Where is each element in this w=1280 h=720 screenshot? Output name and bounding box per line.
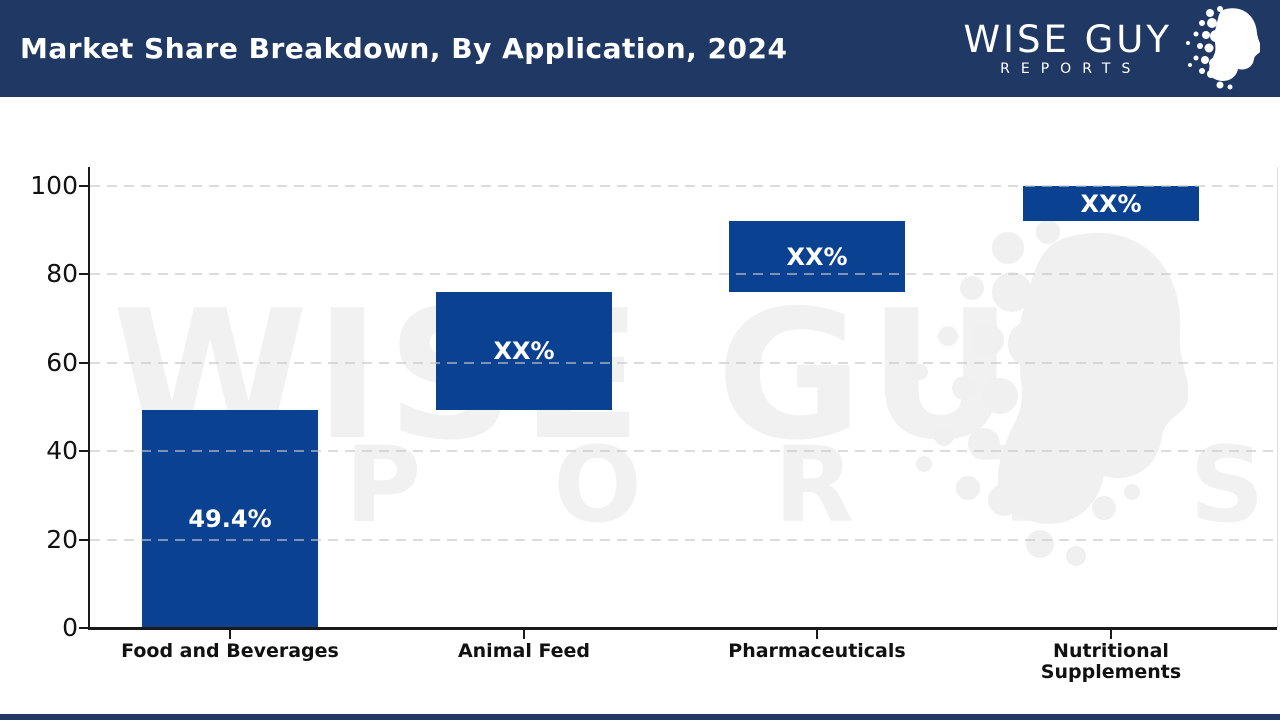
x-tick-food-and-beverages [229,630,231,639]
y-tick-label: 80 [46,259,78,289]
bar-value-label-animal-feed: XX% [493,336,555,365]
y-tick-label: 20 [46,524,78,554]
x-axis-label-food-and-beverages: Food and Beverages [121,640,339,662]
bar-animal-feed: XX% [436,292,612,410]
bar-value-label-food-and-beverages: 49.4% [188,504,272,533]
bar-value-label-nutritional-supplements: XX% [1080,189,1142,218]
gridline-80 [90,273,1277,276]
plot-right-border [1277,167,1278,628]
brand-logo: WISE GUY REPORTS [964,3,1262,95]
bar-value-label-pharmaceuticals: XX% [786,242,848,271]
bar-nutritional-supplements: XX% [1023,186,1199,222]
y-tick [79,538,88,541]
page-title: Market Share Breakdown, By Application, … [20,32,788,65]
x-axis [88,627,1277,630]
y-axis [88,167,90,628]
brand-logo-text: WISE GUY REPORTS [964,21,1172,76]
header: Market Share Breakdown, By Application, … [0,0,1280,97]
dotted-head-logo-icon [1174,3,1262,95]
watermark-head-icon [868,212,1189,586]
x-axis-label-animal-feed: Animal Feed [457,640,591,662]
y-tick-label: 100 [30,171,78,200]
x-axis-label-pharmaceuticals: Pharmaceuticals [728,640,906,662]
footer-bar [0,714,1280,720]
y-tick [79,273,88,276]
x-axis-label-nutritional-supplements: Nutritional Supplements [1040,640,1182,683]
gridline-20 [90,538,1277,541]
brand-name: WISE GUY [963,18,1172,61]
gridline-100 [90,185,1277,187]
gridline-60 [90,361,1277,364]
y-tick [79,185,88,187]
y-tick-label: 0 [62,613,78,642]
y-tick-label: 60 [46,347,78,377]
y-tick [79,361,88,364]
brand-subname: REPORTS [1000,61,1142,77]
gridline-40 [90,450,1277,453]
x-tick-animal-feed [523,630,525,639]
y-tick [79,627,88,629]
x-tick-pharmaceuticals [816,630,818,639]
x-tick-nutritional-supplements [1110,630,1112,639]
y-tick [79,450,88,453]
y-tick-label: 40 [46,436,78,466]
chart-area: 0 20 40 60 80 100 49.4% Food and Beverages XX% An… [0,97,1280,720]
bar-food-and-beverages: 49.4% [142,409,318,628]
bar-pharmaceuticals: XX% [729,221,905,293]
